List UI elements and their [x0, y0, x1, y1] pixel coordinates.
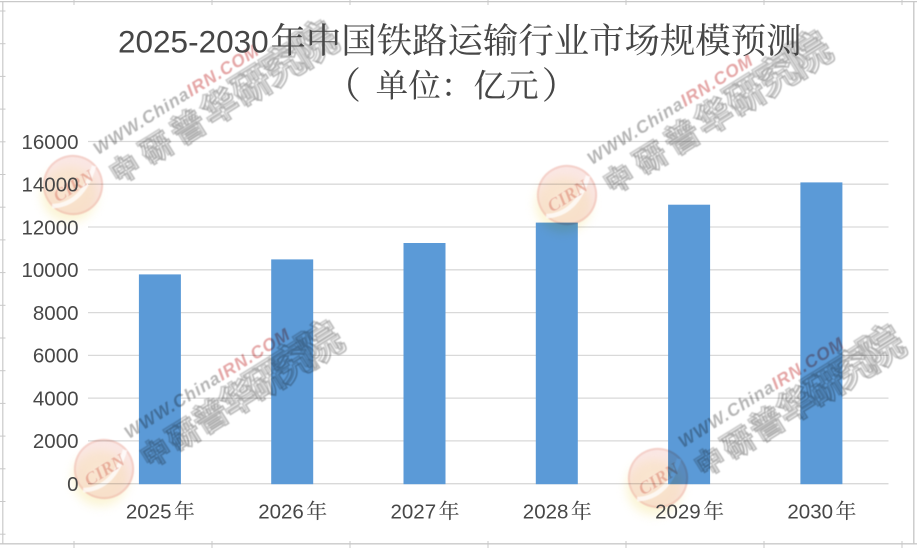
- svg-text:2028: 2028: [523, 501, 569, 524]
- svg-text:2025: 2025: [126, 501, 172, 524]
- svg-text:2000: 2000: [33, 430, 79, 453]
- svg-text:2027: 2027: [391, 501, 437, 524]
- svg-text:12000: 12000: [21, 216, 78, 239]
- svg-text:2030: 2030: [787, 501, 833, 524]
- svg-text:10000: 10000: [21, 259, 78, 282]
- svg-text:0: 0: [67, 473, 78, 496]
- svg-text:2029: 2029: [655, 501, 701, 524]
- svg-text:14000: 14000: [21, 174, 78, 197]
- svg-text:2025-2030: 2025-2030: [118, 24, 269, 60]
- svg-text:6000: 6000: [33, 345, 79, 368]
- svg-text:8000: 8000: [33, 302, 79, 325]
- svg-text:2026: 2026: [258, 501, 304, 524]
- svg-text:4000: 4000: [33, 387, 79, 410]
- svg-text:16000: 16000: [21, 131, 78, 154]
